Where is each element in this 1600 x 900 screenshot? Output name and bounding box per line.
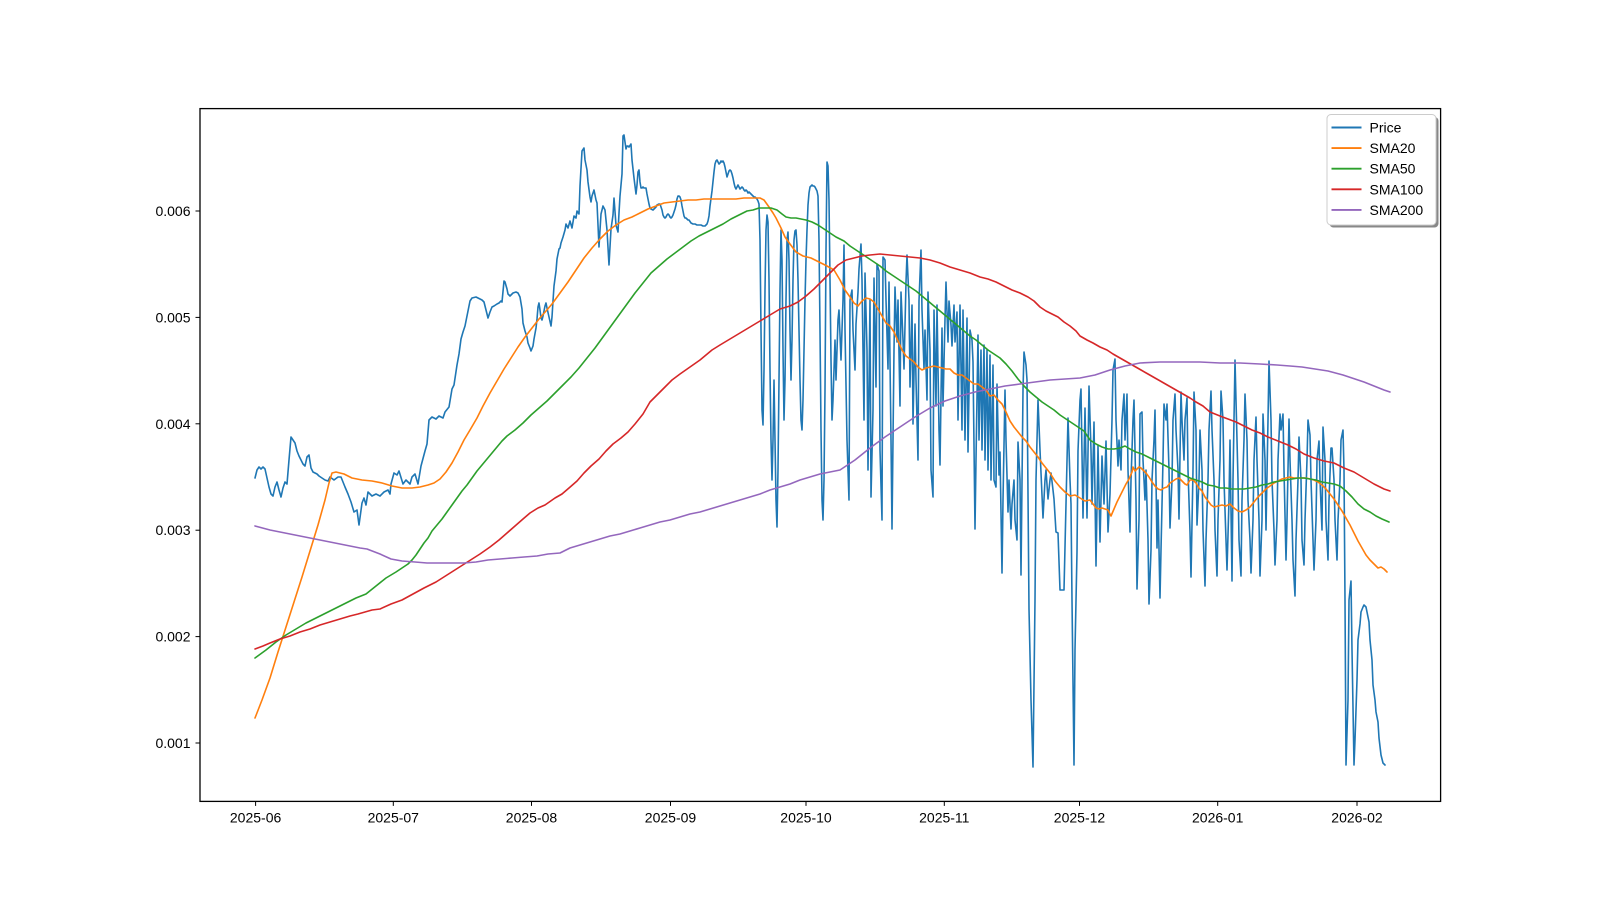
- svg-text:2025-09: 2025-09: [645, 809, 697, 825]
- svg-text:2025-08: 2025-08: [506, 809, 558, 825]
- svg-text:2026-01: 2026-01: [1192, 809, 1244, 825]
- svg-text:2025-11: 2025-11: [919, 809, 970, 825]
- svg-text:2025-06: 2025-06: [230, 809, 282, 825]
- svg-text:0.005: 0.005: [155, 309, 190, 325]
- svg-text:2025-10: 2025-10: [780, 809, 832, 825]
- svg-text:0.003: 0.003: [155, 522, 190, 538]
- svg-text:2025-12: 2025-12: [1054, 809, 1106, 825]
- svg-text:0.001: 0.001: [155, 735, 190, 751]
- svg-text:0.004: 0.004: [155, 416, 190, 432]
- svg-text:2026-02: 2026-02: [1331, 809, 1383, 825]
- svg-text:SMA50: SMA50: [1370, 161, 1416, 177]
- svg-text:SMA100: SMA100: [1370, 181, 1424, 197]
- svg-text:SMA20: SMA20: [1370, 140, 1416, 156]
- svg-text:SMA200: SMA200: [1370, 202, 1424, 218]
- svg-text:2025-07: 2025-07: [368, 809, 420, 825]
- svg-text:Price: Price: [1370, 120, 1402, 136]
- svg-text:0.006: 0.006: [155, 203, 190, 219]
- svg-text:0.002: 0.002: [155, 629, 190, 645]
